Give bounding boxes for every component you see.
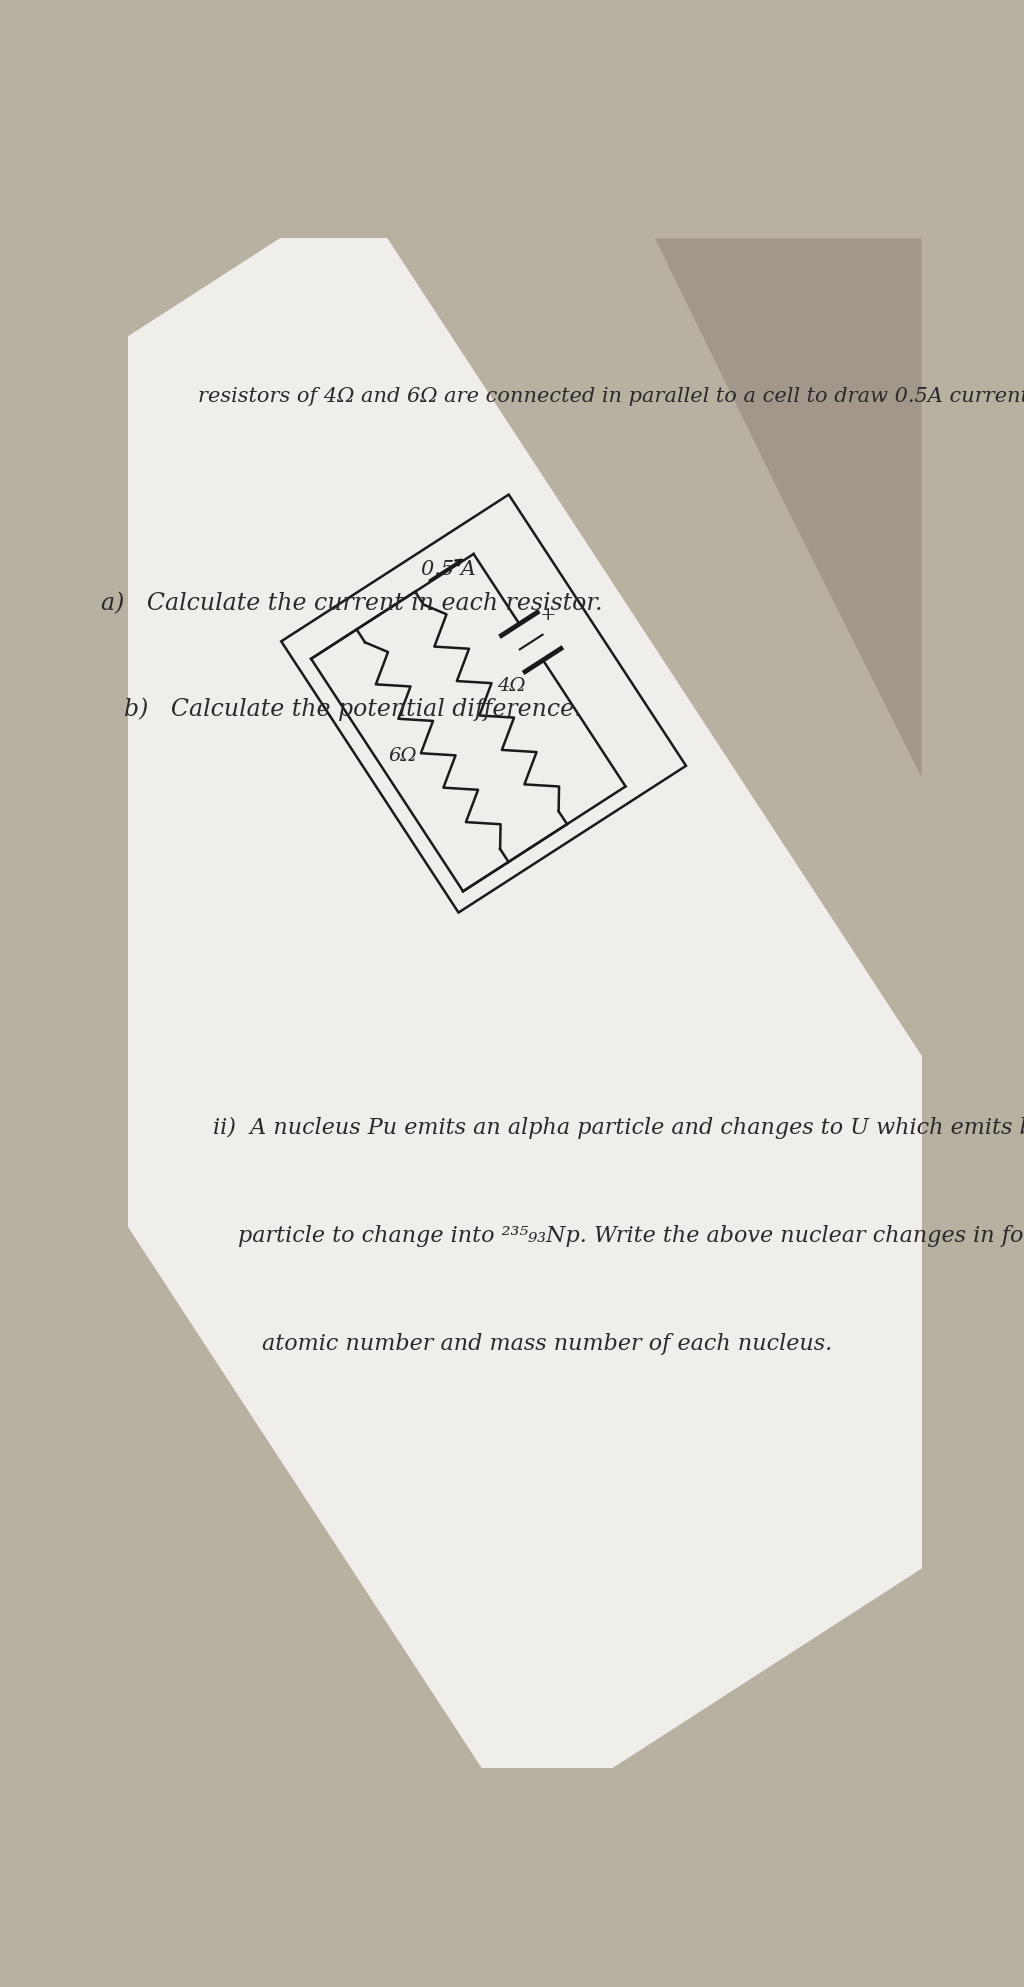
Text: resistors of 4Ω and 6Ω are connected in parallel to a cell to draw 0.5A current : resistors of 4Ω and 6Ω are connected in … bbox=[199, 387, 1024, 405]
Text: ii)  A nucleus Pu emits an alpha particle and changes to U which emits beta part: ii) A nucleus Pu emits an alpha particle… bbox=[213, 1117, 1024, 1139]
Polygon shape bbox=[655, 238, 922, 777]
Text: b)   Calculate the potential difference.: b) Calculate the potential difference. bbox=[124, 697, 582, 721]
Text: 6Ω: 6Ω bbox=[388, 747, 417, 765]
Text: 0.5 A: 0.5 A bbox=[421, 560, 475, 578]
Text: a)   Calculate the current in each resistor.: a) Calculate the current in each resisto… bbox=[101, 592, 603, 616]
Text: atomic number and mass number of each nucleus.: atomic number and mass number of each nu… bbox=[262, 1333, 833, 1355]
Text: 4Ω: 4Ω bbox=[498, 676, 525, 695]
Text: +: + bbox=[541, 606, 557, 624]
Bar bbox=[282, 495, 686, 912]
Text: particle to change into ²³⁵₉₃Np. Write the above nuclear changes in form of an e: particle to change into ²³⁵₉₃Np. Write t… bbox=[238, 1224, 1024, 1248]
FancyBboxPatch shape bbox=[0, 189, 1024, 1828]
